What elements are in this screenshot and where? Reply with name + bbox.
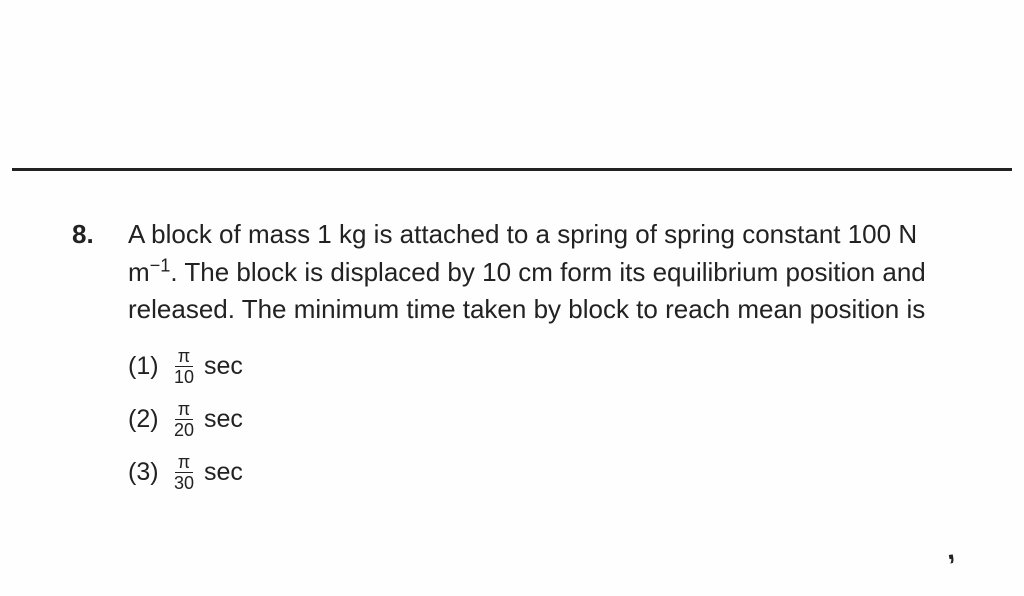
- question-number: 8.: [72, 216, 128, 254]
- stray-mark: ,: [943, 534, 956, 567]
- option-1: (1) π 10 sec: [128, 347, 964, 386]
- fraction-numerator: π: [175, 347, 193, 367]
- option-label: (2): [128, 405, 172, 434]
- fraction-denominator: 20: [174, 420, 194, 439]
- option-unit: sec: [204, 352, 243, 381]
- fraction: π 20: [174, 400, 194, 439]
- question-text: A block of mass 1 kg is attached to a sp…: [128, 216, 964, 329]
- question-block: 8. A block of mass 1 kg is attached to a…: [72, 216, 964, 506]
- fraction-denominator: 10: [174, 367, 194, 386]
- fraction: π 10: [174, 347, 194, 386]
- option-unit: sec: [204, 458, 243, 487]
- fraction-numerator: π: [175, 400, 193, 420]
- fraction: π 30: [174, 453, 194, 492]
- option-label: (3): [128, 458, 172, 487]
- horizontal-rule: [12, 168, 1012, 171]
- question-row: 8. A block of mass 1 kg is attached to a…: [72, 216, 964, 329]
- page: 8. A block of mass 1 kg is attached to a…: [0, 0, 1024, 596]
- option-unit: sec: [204, 405, 243, 434]
- fraction-denominator: 30: [174, 473, 194, 492]
- options-list: (1) π 10 sec (2) π 20 sec (3) π 30: [128, 347, 964, 492]
- option-label: (1): [128, 352, 172, 381]
- option-3: (3) π 30 sec: [128, 453, 964, 492]
- option-2: (2) π 20 sec: [128, 400, 964, 439]
- fraction-numerator: π: [175, 453, 193, 473]
